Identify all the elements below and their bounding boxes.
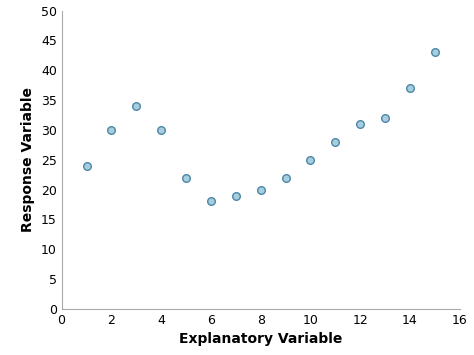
- Point: [356, 121, 364, 127]
- Point: [381, 115, 389, 121]
- Point: [232, 193, 239, 198]
- Point: [108, 127, 115, 133]
- X-axis label: Explanatory Variable: Explanatory Variable: [179, 332, 342, 346]
- Point: [431, 50, 438, 55]
- Point: [207, 199, 215, 204]
- Y-axis label: Response Variable: Response Variable: [21, 87, 35, 232]
- Point: [307, 157, 314, 163]
- Point: [82, 163, 90, 169]
- Point: [257, 187, 264, 192]
- Point: [406, 85, 414, 91]
- Point: [331, 139, 339, 145]
- Point: [282, 175, 289, 180]
- Point: [182, 175, 190, 180]
- Point: [157, 127, 165, 133]
- Point: [132, 103, 140, 109]
